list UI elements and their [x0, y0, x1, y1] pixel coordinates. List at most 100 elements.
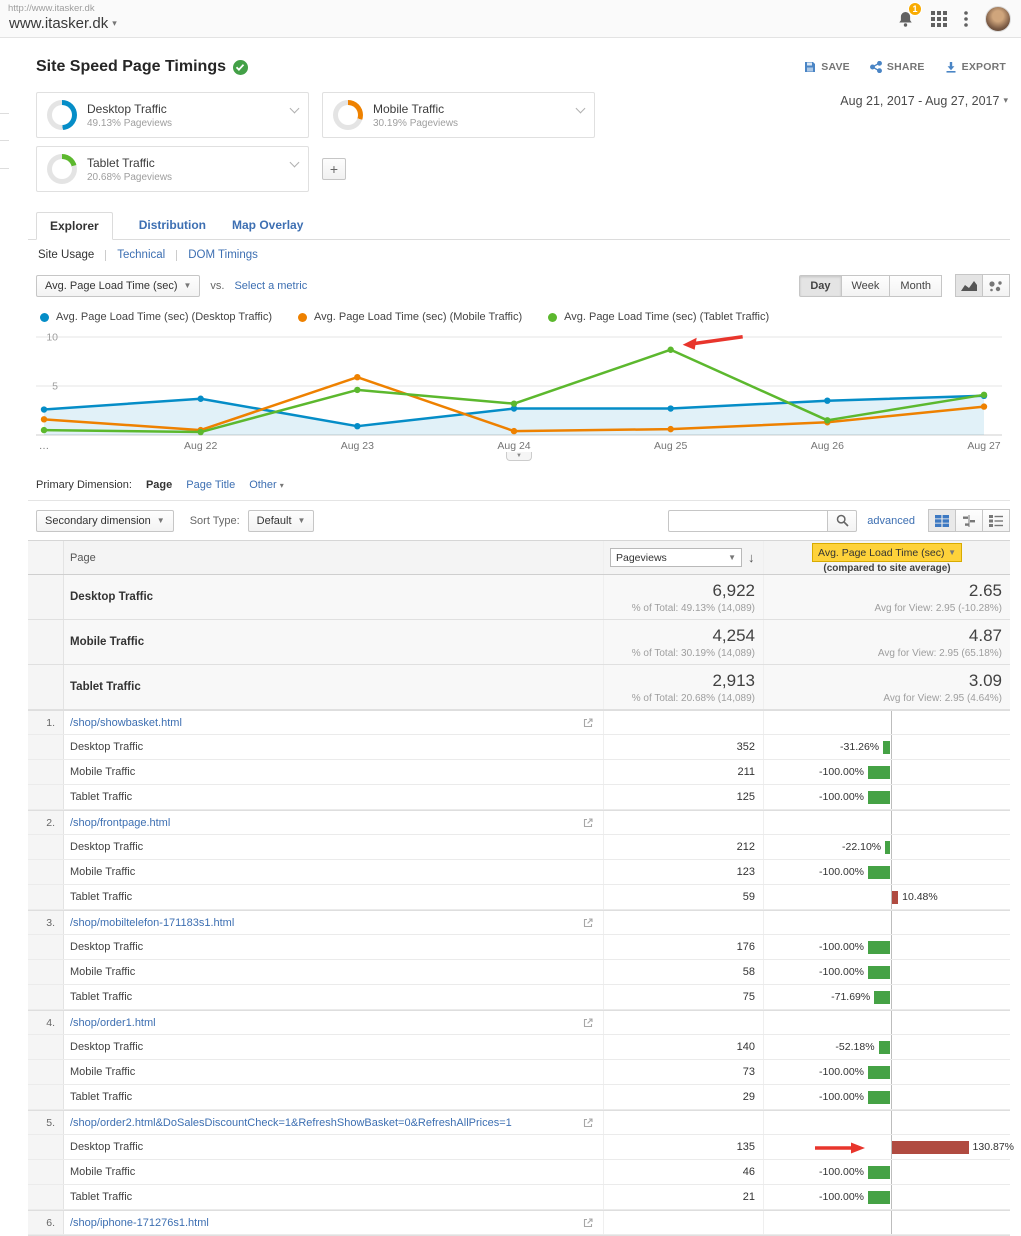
apps-grid-icon[interactable]	[931, 11, 947, 27]
delta-bar	[885, 841, 890, 854]
segment-name: Tablet Traffic	[70, 1091, 133, 1103]
pageviews-total: 2,913	[712, 670, 755, 690]
date-range-selector[interactable]: Aug 21, 2017 - Aug 27, 2017 ▾	[840, 94, 1008, 108]
popout-icon[interactable]	[583, 1117, 593, 1131]
summary-segment-name: Mobile Traffic	[70, 636, 145, 648]
pageviews-value: 211	[737, 766, 755, 778]
dimension-page[interactable]: Page	[145, 479, 173, 491]
chevron-down-icon[interactable]	[575, 103, 586, 114]
more-menu-icon[interactable]	[964, 11, 968, 27]
legend-item[interactable]: Avg. Page Load Time (sec) (Tablet Traffi…	[548, 311, 769, 323]
chevron-down-icon: ▾	[112, 18, 117, 28]
segment-name: Desktop Traffic	[70, 841, 144, 853]
chevron-down-icon: ▼	[156, 516, 165, 525]
search-input[interactable]	[668, 509, 829, 532]
secondary-dimension-dropdown[interactable]: Secondary dimension ▼	[36, 509, 174, 532]
chevron-down-icon: ▼	[948, 548, 956, 557]
table-row: Tablet Traffic 59 10.48%	[28, 885, 1010, 910]
report-tabs: Explorer Distribution Map Overlay	[28, 212, 1010, 240]
collapsed-panel-edge	[0, 140, 9, 141]
delta-bar	[874, 991, 890, 1004]
metric-column-dropdown[interactable]: Avg. Page Load Time (sec) ▼	[812, 543, 962, 562]
page-link[interactable]: /shop/order2.html&DoSalesDiscountCheck=1…	[70, 1116, 512, 1129]
popout-icon[interactable]	[583, 717, 593, 731]
dimension-page-title[interactable]: Page Title	[186, 479, 236, 491]
page-link[interactable]: /shop/showbasket.html	[70, 716, 182, 729]
page-link[interactable]: /shop/iphone-171276s1.html	[70, 1216, 209, 1229]
table-header-row: Page Pageviews ▼ ↓ Avg. Page Load Time (s…	[28, 541, 1010, 575]
popout-icon[interactable]	[583, 917, 593, 931]
tab-map-overlay[interactable]: Map Overlay	[232, 218, 304, 232]
pageviews-value: 352	[736, 741, 755, 753]
svg-text:Aug 23: Aug 23	[341, 440, 374, 452]
popout-icon[interactable]	[583, 1017, 593, 1031]
share-button[interactable]: SHARE	[869, 61, 925, 73]
pageviews-value: 75	[742, 991, 755, 1003]
subtab-dom-timings[interactable]: DOM Timings	[188, 249, 258, 261]
delta-value: 130.87%	[972, 1141, 1014, 1153]
tab-explorer[interactable]: Explorer	[36, 212, 113, 240]
page-link[interactable]: /shop/frontpage.html	[70, 816, 171, 829]
subtab-site-usage[interactable]: Site Usage	[38, 249, 95, 261]
motion-chart-view-button[interactable]	[982, 274, 1010, 297]
page-group-row: 1./shop/showbasket.html	[28, 710, 1010, 735]
select-metric-link[interactable]: Select a metric	[234, 279, 308, 292]
table-row: Desktop Traffic 212 -22.10%	[28, 835, 1010, 860]
segment-name: Desktop Traffic	[70, 941, 144, 953]
page-link[interactable]: /shop/mobiltelefon-171183s1.html	[70, 916, 235, 929]
chart-collapse-handle[interactable]: ▼	[506, 452, 532, 461]
comparison-view-button[interactable]	[955, 509, 983, 532]
granularity-day-button[interactable]: Day	[799, 274, 842, 297]
delta-value: -100.00%	[819, 1166, 864, 1178]
line-chart-view-button[interactable]	[955, 274, 983, 297]
metric-dropdown[interactable]: Avg. Page Load Time (sec) ▼	[36, 274, 201, 297]
sort-direction-icon[interactable]: ↓	[748, 550, 755, 565]
tab-distribution[interactable]: Distribution	[138, 218, 207, 232]
table-row: Tablet Traffic 75 -71.69%	[28, 985, 1010, 1010]
page-group-row: 4./shop/order1.html	[28, 1010, 1010, 1035]
svg-text:…: …	[39, 440, 50, 452]
segment-card-tablet[interactable]: Tablet Traffic 20.68% Pageviews	[36, 146, 309, 192]
pivot-view-icon	[989, 514, 1003, 527]
legend-item[interactable]: Avg. Page Load Time (sec) (Mobile Traffi…	[298, 311, 522, 323]
delta-value: -31.26%	[840, 741, 880, 753]
export-download-icon	[946, 62, 956, 73]
popout-icon[interactable]	[583, 1217, 593, 1231]
pageviews-value: 212	[736, 841, 755, 853]
pageviews-value: 58	[742, 966, 755, 978]
chevron-down-icon[interactable]	[289, 157, 300, 168]
granularity-month-button[interactable]: Month	[889, 274, 942, 297]
collapsed-panel-edge	[0, 113, 9, 114]
pageviews-column-dropdown[interactable]: Pageviews ▼	[610, 548, 742, 567]
segment-card-mobile[interactable]: Mobile Traffic 30.19% Pageviews	[322, 92, 595, 138]
notifications-bell-icon[interactable]: 1	[897, 2, 922, 28]
avatar[interactable]	[985, 6, 1011, 32]
granularity-week-button[interactable]: Week	[840, 274, 891, 297]
table-row: Desktop Traffic 352 -31.26%	[28, 735, 1010, 760]
notification-badge: 1	[908, 2, 922, 16]
dimension-other[interactable]: Other ▾	[249, 479, 284, 491]
add-segment-button[interactable]: +	[322, 158, 346, 180]
chevron-down-icon: ▾	[279, 481, 284, 490]
save-button[interactable]: SAVE	[804, 61, 850, 73]
chevron-down-icon[interactable]	[289, 103, 300, 114]
delta-value: -100.00%	[819, 1066, 864, 1078]
segment-card-desktop[interactable]: Desktop Traffic 49.13% Pageviews	[36, 92, 309, 138]
page-title: Site Speed Page Timings	[36, 58, 226, 75]
pivot-view-button[interactable]	[982, 509, 1010, 532]
sort-type-dropdown[interactable]: Default ▼	[247, 509, 315, 532]
export-button[interactable]: EXPORT	[945, 61, 1006, 73]
page-link[interactable]: /shop/order1.html	[70, 1016, 156, 1029]
timeline-chart[interactable]: 5 10 … Aug 22 Aug 23 Aug 24 Aug 25 Aug 26 Aug 27…	[28, 327, 1010, 461]
account-selector[interactable]: www.itasker.dk ▾	[9, 15, 117, 32]
col-header-page[interactable]: Page	[70, 551, 96, 564]
search-button[interactable]	[827, 509, 858, 532]
data-table-view-button[interactable]	[928, 509, 956, 532]
delta-value: -100.00%	[819, 1091, 864, 1103]
segment-name: Mobile Traffic	[70, 966, 136, 978]
table-row: Mobile Traffic 46 -100.00%	[28, 1160, 1010, 1185]
subtab-technical[interactable]: Technical	[117, 249, 166, 261]
popout-icon[interactable]	[583, 817, 593, 831]
legend-item[interactable]: Avg. Page Load Time (sec) (Desktop Traff…	[40, 311, 272, 323]
advanced-search-link[interactable]: advanced	[867, 514, 915, 527]
